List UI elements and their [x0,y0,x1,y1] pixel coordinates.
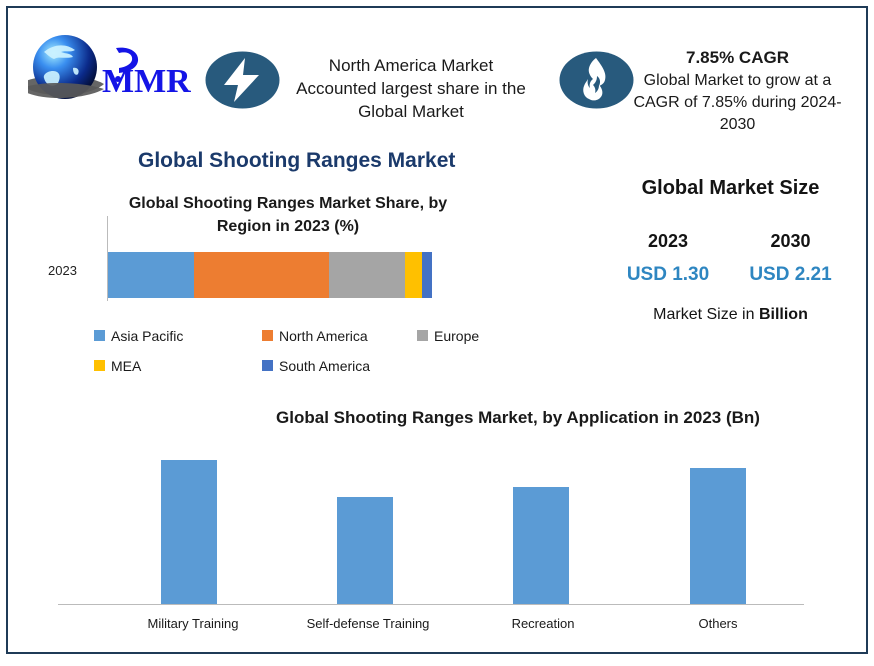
svg-text:MMR: MMR [102,63,191,100]
